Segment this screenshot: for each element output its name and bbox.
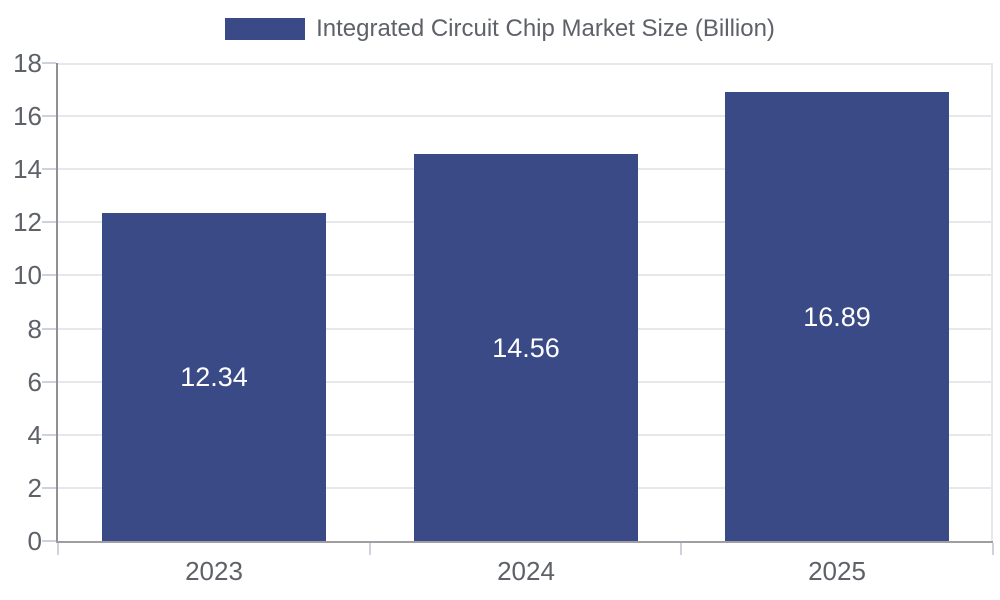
y-tick-label: 0 <box>27 526 42 556</box>
plot-right-border <box>991 63 993 541</box>
legend-swatch-icon <box>225 18 306 40</box>
x-axis-tick <box>992 543 994 555</box>
y-axis-tick <box>42 327 56 330</box>
x-axis-tick <box>680 543 682 555</box>
bar-value-label: 16.89 <box>803 302 871 332</box>
bar-value-label: 14.56 <box>492 333 560 363</box>
y-tick-label: 12 <box>13 207 42 238</box>
x-tick-label: 2023 <box>185 556 243 586</box>
gridline <box>58 115 993 118</box>
bar-2023[interactable] <box>102 213 326 541</box>
y-axis-tick <box>42 62 56 64</box>
y-axis-tick <box>42 221 56 224</box>
y-tick-label: 10 <box>13 260 42 291</box>
legend-label: Integrated Circuit Chip Market Size (Bil… <box>316 15 775 42</box>
bar-2024[interactable] <box>414 154 638 541</box>
y-axis-tick <box>42 274 56 277</box>
y-axis-line <box>56 63 58 541</box>
y-axis-tick <box>42 433 56 436</box>
x-axis-tick <box>57 543 59 555</box>
y-axis-tick <box>42 540 56 542</box>
gridline <box>58 63 993 65</box>
y-tick-label: 4 <box>27 419 42 450</box>
y-tick-label: 16 <box>13 101 42 132</box>
x-tick-label: 2024 <box>497 556 555 586</box>
plot-area: 12.34 14.56 16.89 <box>42 62 994 555</box>
y-axis-tick <box>42 486 56 489</box>
legend-item[interactable]: Integrated Circuit Chip Market Size (Bil… <box>0 14 1000 44</box>
y-tick-label: 14 <box>13 154 42 185</box>
x-axis-tick <box>369 543 371 555</box>
y-tick-label: 6 <box>27 366 42 397</box>
x-axis-line <box>56 541 993 543</box>
bar-2025[interactable] <box>725 92 949 541</box>
x-tick-label: 2025 <box>808 556 866 586</box>
y-axis-tick <box>42 380 56 383</box>
y-tick-label: 8 <box>27 313 42 344</box>
y-axis-tick <box>42 115 56 118</box>
y-axis-tick <box>42 168 56 171</box>
bar-value-label: 12.34 <box>180 362 248 392</box>
y-tick-label: 18 <box>13 48 42 78</box>
y-tick-label: 2 <box>27 472 42 503</box>
